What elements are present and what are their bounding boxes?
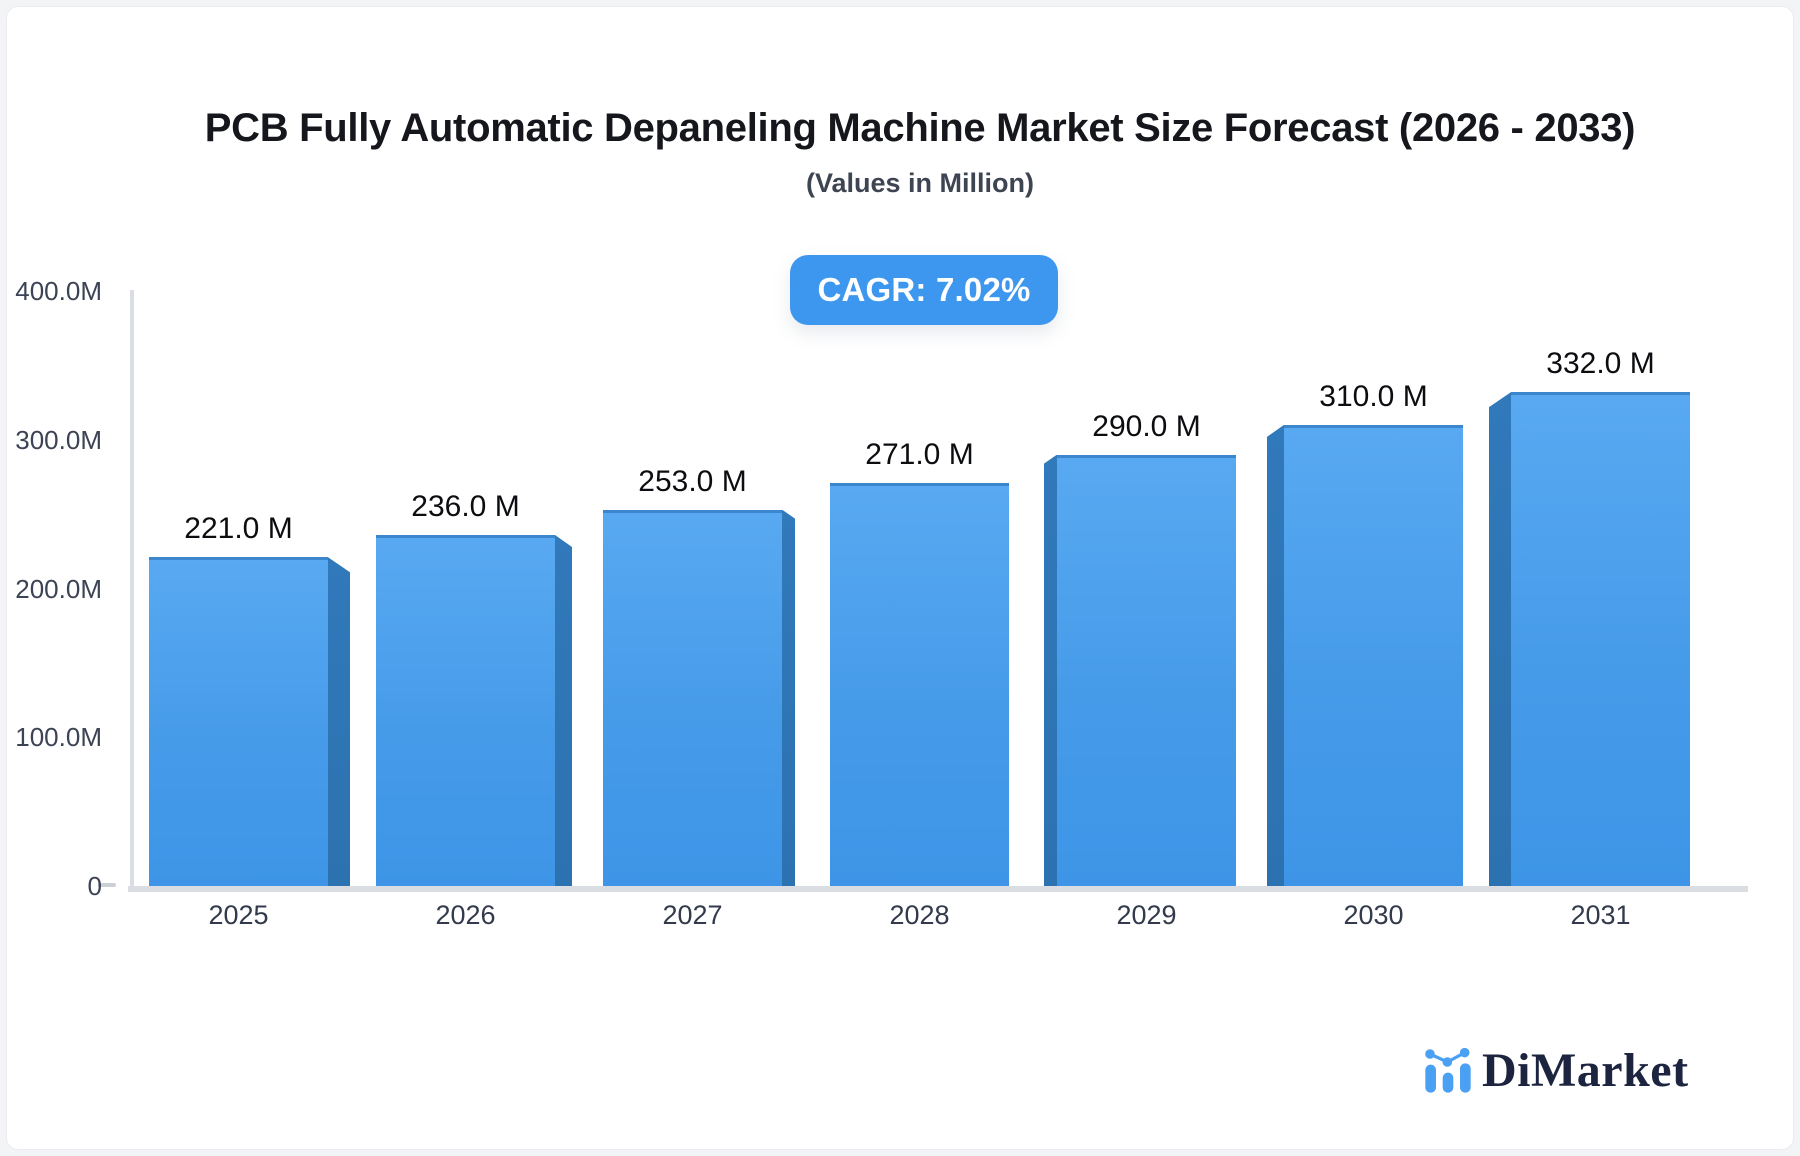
y-axis-tick-label: 400.0M (15, 276, 102, 306)
bar-value-label-2030: 310.0 M (1319, 379, 1428, 413)
brand-logo: DiMarket (1424, 1040, 1689, 1100)
bar-value-label-2031: 332.0 M (1546, 347, 1655, 381)
cagr-badge-label: CAGR: 7.02% (817, 271, 1031, 308)
bar-value-label-2025: 221.0 M (184, 512, 293, 546)
bar-chart-logo-icon (1425, 1047, 1471, 1093)
x-axis-baseline (128, 886, 1748, 892)
bar-2027 (603, 509, 782, 886)
cagr-badge: CAGR: 7.02% (790, 255, 1058, 325)
bar-3d-side-2030 (1267, 424, 1284, 886)
zero-tick-mark (98, 883, 116, 887)
brand-name: DiMarket (1482, 1043, 1689, 1097)
bar-2031 (1511, 392, 1690, 886)
bar-3d-side-2031 (1489, 392, 1511, 886)
bar-2028 (830, 482, 1009, 886)
x-axis-tick-label-2028: 2028 (889, 900, 950, 930)
bar-2025 (149, 557, 328, 886)
bar-2029 (1057, 454, 1236, 886)
x-axis-tick-label-2029: 2029 (1116, 900, 1177, 930)
bar-value-label-2027: 253.0 M (638, 464, 747, 498)
bar-3d-side-2025 (328, 557, 350, 886)
x-axis-tick-label-2031: 2031 (1570, 900, 1631, 930)
x-axis-tick-label-2026: 2026 (435, 900, 496, 930)
y-axis-tick-label: 100.0M (15, 722, 102, 753)
y-axis-line (130, 290, 134, 892)
bar-value-label-2029: 290.0 M (1092, 409, 1201, 443)
bar-3d-side-2026 (555, 534, 572, 886)
bar-3d-side-2027 (782, 509, 795, 886)
x-axis-tick-label-2027: 2027 (662, 900, 723, 930)
y-axis-tick-label: 0 (87, 871, 102, 901)
y-axis-tick-label: 200.0M (15, 573, 102, 604)
bar-2030 (1284, 424, 1463, 886)
y-axis-tick-label: 300.0M (15, 424, 102, 455)
bar-value-label-2026: 236.0 M (411, 489, 520, 523)
bar-value-label-2028: 271.0 M (865, 437, 974, 471)
x-axis-tick-label-2025: 2025 (208, 900, 269, 930)
chart-subtitle: (Values in Million) (805, 168, 1035, 198)
bar-3d-side-2029 (1044, 454, 1057, 886)
chart-title: PCB Fully Automatic Depaneling Machine M… (204, 106, 1636, 150)
x-axis-tick-label-2030: 2030 (1343, 900, 1404, 930)
bar-2026 (376, 534, 555, 886)
